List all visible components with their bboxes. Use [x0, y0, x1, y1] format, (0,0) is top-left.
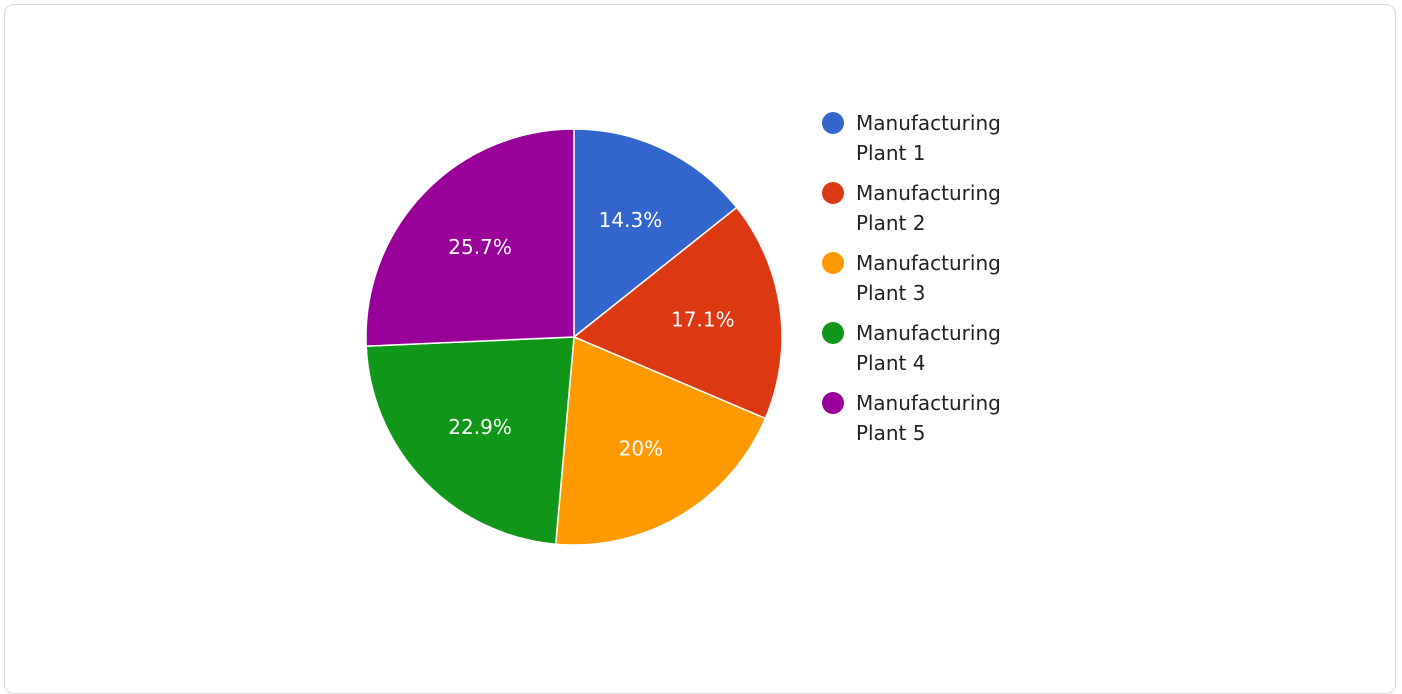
legend-marker-3 — [822, 252, 844, 274]
legend-label-2-line-2: Plant 2 — [856, 211, 925, 235]
slice-label-4: 22.9% — [448, 415, 512, 439]
pie-slice-2[interactable] — [572, 206, 783, 420]
slice-label-5: 25.7% — [448, 235, 512, 259]
legend-label-5-line-1: Manufacturing — [856, 391, 1001, 415]
pie-chart: 14.3% 17.1% 20% 22.9% 25.7% Manufacturing Pla… — [365, 111, 1001, 546]
slice-label-3: 20% — [619, 436, 663, 460]
legend-label-4-line-2: Plant 4 — [856, 351, 925, 375]
legend-item-4[interactable]: Manufacturing Plant 4 — [822, 321, 1001, 375]
legend-label-4-line-1: Manufacturing — [856, 321, 1001, 345]
pie-slice-5[interactable] — [365, 128, 575, 347]
legend-item-2[interactable]: Manufacturing Plant 2 — [822, 181, 1001, 235]
legend-item-5[interactable]: Manufacturing Plant 5 — [822, 391, 1001, 445]
chart-legend: Manufacturing Plant 1 Manufacturing Plant 2… — [822, 111, 1001, 445]
legend-item-1[interactable]: Manufacturing Plant 1 — [822, 111, 1001, 165]
legend-label-3-line-1: Manufacturing — [856, 251, 1001, 275]
slice-label-2: 17.1% — [671, 307, 735, 331]
legend-label-1-line-2: Plant 1 — [856, 141, 925, 165]
legend-label-1-line-1: Manufacturing — [856, 111, 1001, 135]
legend-label-2-line-1: Manufacturing — [856, 181, 1001, 205]
pie-slice-3[interactable] — [554, 335, 767, 546]
pie-slice-1[interactable] — [573, 128, 738, 339]
legend-label-5-line-2: Plant 5 — [856, 421, 925, 445]
slice-label-1: 14.3% — [599, 208, 663, 232]
pie-slices — [365, 128, 783, 546]
legend-marker-4 — [822, 322, 844, 344]
legend-marker-1 — [822, 112, 844, 134]
legend-marker-2 — [822, 182, 844, 204]
legend-item-3[interactable]: Manufacturing Plant 3 — [822, 251, 1001, 305]
pie-slice-4[interactable] — [365, 336, 575, 546]
pie-slice-labels: 14.3% 17.1% 20% 22.9% 25.7% — [448, 208, 734, 461]
legend-marker-5 — [822, 392, 844, 414]
legend-label-3-line-2: Plant 3 — [856, 281, 925, 305]
